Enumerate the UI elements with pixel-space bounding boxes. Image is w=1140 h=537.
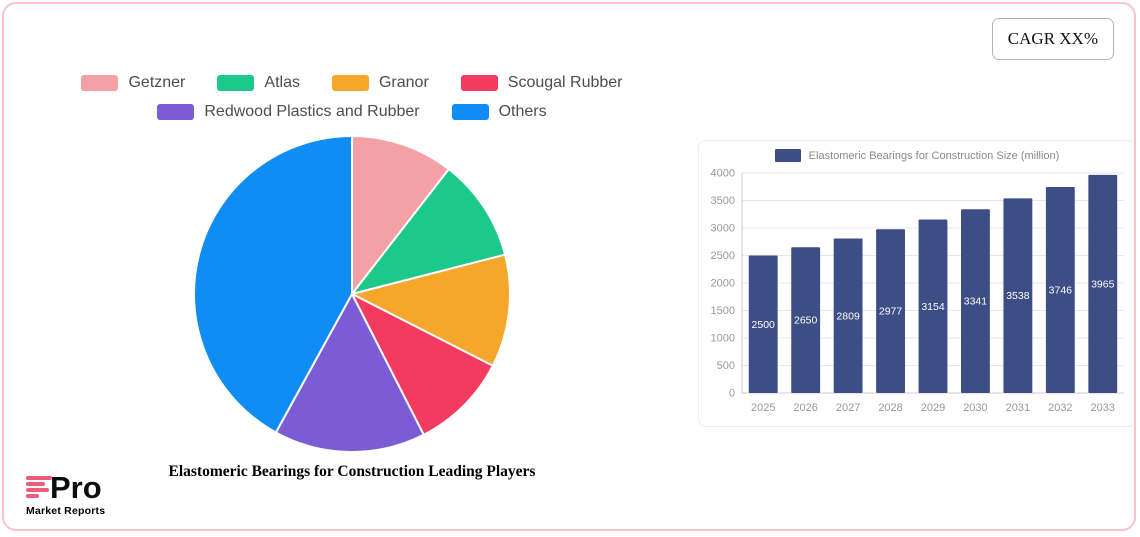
bar-value-label: 2650 xyxy=(794,315,818,327)
y-tick-label: 500 xyxy=(717,360,735,372)
logo-subtitle: Market Reports xyxy=(26,505,106,517)
y-tick-label: 4000 xyxy=(711,168,735,180)
legend-swatch-atlas xyxy=(217,75,255,91)
legend-label: Getzner xyxy=(128,74,186,91)
x-tick-label: 2026 xyxy=(793,402,817,414)
x-tick-label: 2025 xyxy=(751,402,775,414)
bar-2033 xyxy=(1088,174,1118,393)
logo-stripes-icon xyxy=(26,476,52,502)
pie-panel: Getzner Atlas Granor Scougal Rubber Redwood … xyxy=(30,74,674,481)
x-tick-label: 2029 xyxy=(921,402,945,414)
legend-swatch-getzner xyxy=(81,75,119,91)
bar-chart: 0 500 1000 1500 2000 2500 3000 3500 4000 2500 2025… xyxy=(711,168,1124,414)
pie-slice-redwood-plastics-and-rubber xyxy=(274,293,425,453)
report-card: CAGR XX% Getzner Atlas Granor Scougal Rubbe… xyxy=(2,2,1136,531)
y-tick-label: 2500 xyxy=(711,250,735,262)
bar-value-label: 2809 xyxy=(836,310,860,322)
y-tick-label: 3000 xyxy=(711,223,735,235)
pie-legend-item-redwood-plastics-and-rubber: Redwood Plastics and Rubber xyxy=(157,103,420,121)
pie-slice-atlas xyxy=(351,168,507,295)
bar-value-label: 2977 xyxy=(879,306,903,318)
x-tick-label: 2028 xyxy=(878,402,902,414)
legend-swatch-redwood-plastics-and-rubber xyxy=(157,104,195,120)
bar-legend: Elastomeric Bearings for Construction Si… xyxy=(702,149,1132,162)
pie-legend-item-granor: Granor xyxy=(331,74,429,92)
pie-slice-granor xyxy=(351,253,511,367)
pie-legend-item-others: Others xyxy=(451,103,547,121)
y-tick-label: 0 xyxy=(729,388,735,400)
bar-legend-swatch xyxy=(774,149,801,162)
x-tick-label: 2032 xyxy=(1048,402,1072,414)
legend-label: Redwood Plastics and Rubber xyxy=(204,103,420,120)
legend-swatch-granor xyxy=(331,75,369,91)
x-tick-label: 2027 xyxy=(836,402,860,414)
x-tick-label: 2030 xyxy=(963,402,987,414)
cagr-badge: CAGR XX% xyxy=(991,18,1114,60)
bar-2026 xyxy=(791,247,821,393)
legend-label: Atlas xyxy=(264,74,300,91)
bar-2030 xyxy=(961,209,990,393)
x-tick-label: 2033 xyxy=(1091,402,1115,414)
bar-2027 xyxy=(833,238,863,393)
pie-legend-item-getzner: Getzner xyxy=(81,74,185,92)
y-tick-label: 2000 xyxy=(711,278,735,290)
legend-label: Others xyxy=(498,103,547,120)
pie-legend-item-scougal-rubber: Scougal Rubber xyxy=(460,74,623,92)
pie-slice-others xyxy=(193,135,353,434)
bar-2028 xyxy=(876,229,905,393)
legend-label: Granor xyxy=(378,74,429,91)
x-tick-label: 2031 xyxy=(1006,402,1030,414)
bar-value-label: 3538 xyxy=(1006,290,1030,302)
bar-legend-label: Elastomeric Bearings for Construction Si… xyxy=(808,149,1060,162)
pie-slice-getzner xyxy=(351,135,450,295)
pie-chart xyxy=(193,135,511,453)
bar-2029 xyxy=(918,219,948,393)
pie-slice-scougal-rubber xyxy=(351,293,494,436)
bar-value-label: 3341 xyxy=(964,296,988,308)
pro-market-reports-logo: Pro Market Reports xyxy=(26,470,106,517)
bar-2031 xyxy=(1003,198,1033,393)
bar-panel: Elastomeric Bearings for Construction Si… xyxy=(698,140,1134,427)
bar-value-label: 3965 xyxy=(1091,278,1115,290)
pie-legend-item-atlas: Atlas xyxy=(217,74,300,92)
y-tick-label: 3500 xyxy=(711,195,735,207)
pie-chart-title: Elastomeric Bearings for Construction Le… xyxy=(168,463,536,480)
y-tick-label: 1500 xyxy=(711,305,735,317)
bar-2032 xyxy=(1045,186,1075,393)
logo-name: Pro xyxy=(50,470,102,506)
legend-label: Scougal Rubber xyxy=(507,74,623,91)
legend-swatch-others xyxy=(451,104,489,120)
bar-value-label: 2500 xyxy=(752,319,776,331)
y-tick-label: 1000 xyxy=(711,333,735,345)
legend-swatch-scougal-rubber xyxy=(460,75,498,91)
bar-2025 xyxy=(748,255,778,393)
pie-legend: Getzner Atlas Granor Scougal Rubber Redwood … xyxy=(57,74,647,121)
bar-value-label: 3746 xyxy=(1049,284,1073,296)
bar-value-label: 3154 xyxy=(921,301,945,313)
